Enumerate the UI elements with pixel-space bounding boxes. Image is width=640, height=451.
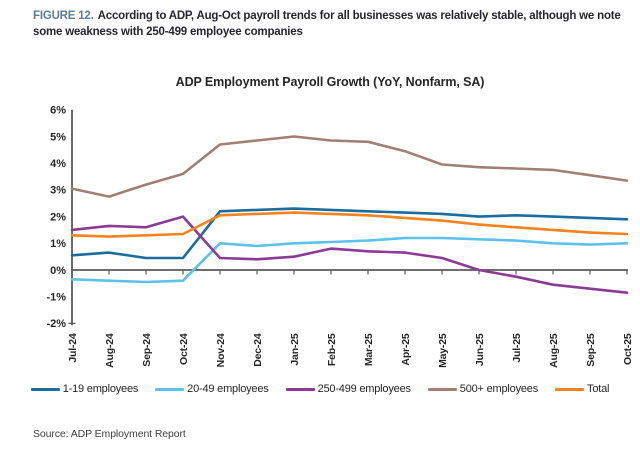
legend-item-250-499-employees: 250-499 employees — [285, 383, 411, 395]
legend-item-20-49-employees: 20-49 employees — [155, 383, 269, 395]
payroll-growth-line-chart: ADP Employment Payroll Growth (YoY, Nonf… — [46, 75, 634, 368]
legend-line-swatch — [30, 387, 60, 391]
legend-label: Total — [587, 383, 610, 395]
x-axis-label: Nov-24 — [215, 333, 227, 367]
series-line-20-49-employees — [70, 236, 629, 284]
x-axis-label: Apr-25 — [400, 333, 412, 365]
x-axis-label: Jul-25 — [511, 333, 523, 363]
y-axis-label: -2% — [46, 318, 66, 330]
legend-line-swatch — [427, 387, 457, 391]
legend-line-swatch — [285, 387, 315, 391]
legend-label: 250-499 employees — [317, 383, 411, 395]
x-axis-label: Oct-24 — [178, 333, 190, 365]
x-axis-label: Jan-25 — [289, 333, 301, 365]
figure-caption-text: According to ADP, Aug-Oct payroll trends… — [33, 10, 621, 38]
source-note: Source: ADP Employment Report — [33, 428, 186, 440]
legend-label: 500+ employees — [459, 383, 539, 395]
figure-caption: FIGURE 12. According to ADP, Aug-Oct payr… — [33, 9, 625, 40]
series-line-total — [70, 211, 629, 238]
y-axis-label: 3% — [50, 185, 66, 197]
figure-number-label: FIGURE 12. — [33, 10, 94, 22]
legend-line-swatch — [555, 387, 585, 391]
y-axis-label: 6% — [50, 105, 66, 117]
x-axis-label: Sep-25 — [585, 333, 597, 367]
y-axis-label: 5% — [50, 131, 66, 143]
legend-label: 1-19 employees — [62, 383, 139, 395]
x-axis-label: Oct-25 — [622, 333, 634, 365]
x-axis-label: Dec-24 — [252, 333, 264, 367]
chart-legend: 1-19 employees 20-49 employees 250-499 emp… — [0, 383, 640, 395]
series-line-250-499-employees — [70, 215, 629, 294]
x-axis-label: Aug-25 — [548, 333, 560, 368]
legend-line-swatch — [155, 387, 185, 391]
legend-item-1-19-employees: 1-19 employees — [30, 383, 139, 395]
y-axis-label: -1% — [46, 292, 66, 304]
x-axis-label: Mar-25 — [363, 333, 375, 366]
series-line-1-19-employees — [70, 207, 629, 260]
y-axis-label: 1% — [50, 238, 66, 250]
x-axis-label: Jul-24 — [67, 333, 79, 363]
legend-label: 20-49 employees — [187, 383, 269, 395]
x-axis-label: May-25 — [437, 333, 449, 368]
y-axis-label: 2% — [50, 211, 66, 223]
legend-item-total: Total — [555, 383, 609, 395]
y-axis-label: 0% — [50, 265, 66, 277]
legend-item-500-employees: 500+ employees — [427, 383, 539, 395]
series-line-500-employees — [70, 135, 629, 198]
x-axis-label: Aug-24 — [104, 333, 116, 368]
x-axis-label: Feb-25 — [326, 333, 338, 366]
y-axis-label: 4% — [50, 158, 66, 170]
x-axis-label: Jun-25 — [474, 333, 486, 366]
chart-title: ADP Employment Payroll Growth (YoY, Nonf… — [176, 75, 485, 89]
x-axis-label: Sep-24 — [141, 333, 153, 367]
